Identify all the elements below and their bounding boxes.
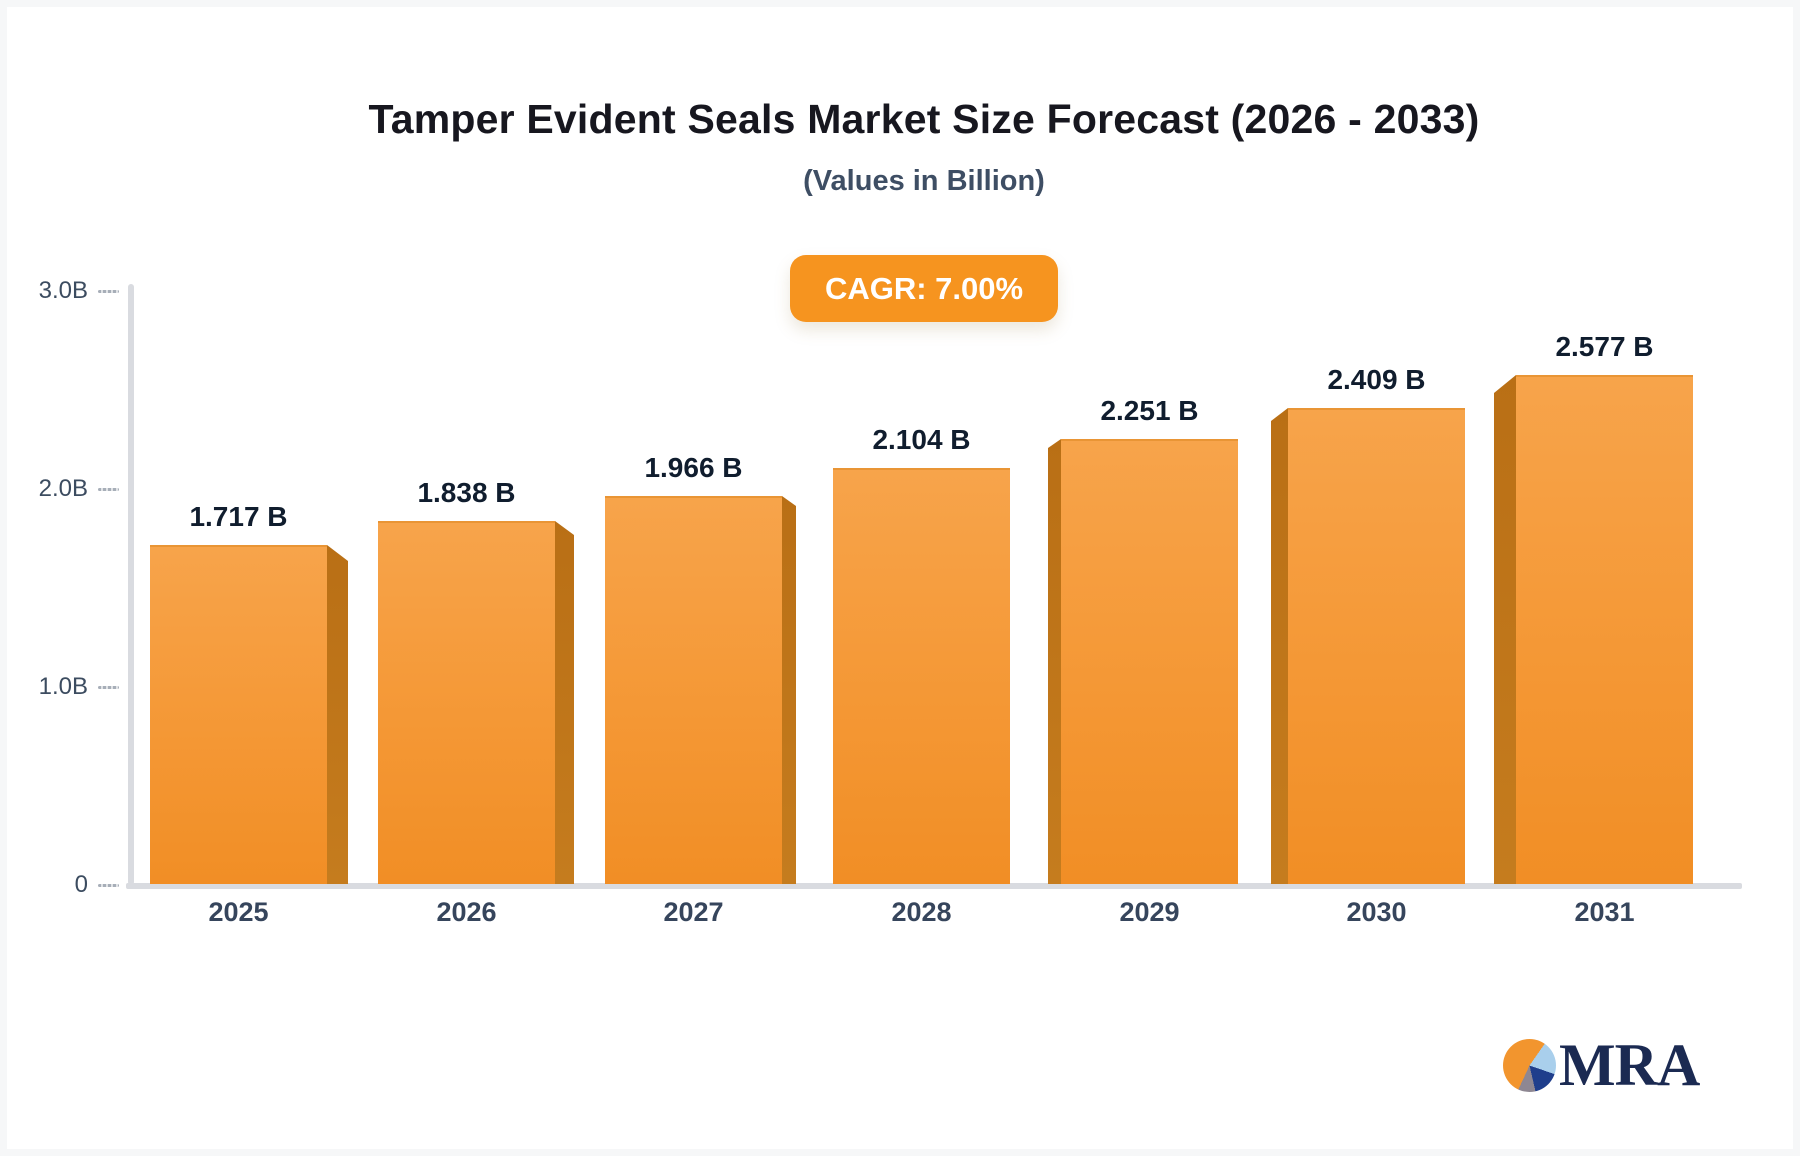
chart-subtitle: (Values in Billion) [803,165,1045,197]
y-axis-tick [98,290,119,293]
bar-value-label-2026: 1.838 B [417,477,516,508]
y-axis-label-3b: 3.0B [38,277,88,304]
bar-2031 [1516,375,1693,884]
bar-2030-side-face [1271,408,1288,884]
pie-chart-logo-icon [1503,1038,1556,1092]
y-axis-label-1b: 1.0B [38,673,88,700]
x-axis-label-2031: 2031 [1574,897,1635,927]
y-axis-tick [98,488,119,491]
x-axis-line [126,883,1742,889]
brand-name: MRA [1559,1032,1700,1098]
bar-value-label-2031: 2.577 B [1555,331,1654,362]
x-axis-label-2030: 2030 [1346,897,1407,927]
bar-2029 [1061,439,1238,884]
x-axis-label-2027: 2027 [663,897,724,927]
bar-2025-side-face [327,545,348,884]
bar-2027 [605,496,782,884]
bar-2029-side-face [1048,439,1061,884]
bar-2030 [1288,408,1465,884]
bar-2028 [833,468,1010,884]
bar-2026 [378,521,555,884]
bar-value-label-2029: 2.251 B [1100,395,1199,426]
x-axis-label-2028: 2028 [891,897,952,927]
bar-value-label-2025: 1.717 B [189,501,288,532]
bar-2027-side-face [782,496,796,884]
bar-value-label-2030: 2.409 B [1327,364,1426,395]
bar-value-label-2028: 2.104 B [872,424,971,455]
chart-header: Tamper Evident Seals Market Size Forecas… [124,96,1724,198]
y-axis-label-0: 0 [74,871,88,898]
y-axis-label-2b: 2.0B [38,475,88,502]
y-axis-line [128,284,134,885]
bar-value-label-2027: 1.966 B [644,452,743,483]
x-axis-label-2025: 2025 [208,897,269,927]
chart-title: Tamper Evident Seals Market Size Forecas… [368,96,1480,142]
bar-2031-side-face [1494,375,1516,884]
y-axis-tick [98,884,119,887]
bar-2026-side-face [555,521,574,884]
bar-2025 [150,545,327,884]
x-axis-label-2026: 2026 [436,897,497,927]
y-axis-tick [98,686,119,689]
cagr-badge: CAGR: 7.00% [790,255,1058,322]
brand-logo: MRA [1503,1030,1700,1100]
x-axis-label-2029: 2029 [1119,897,1180,927]
